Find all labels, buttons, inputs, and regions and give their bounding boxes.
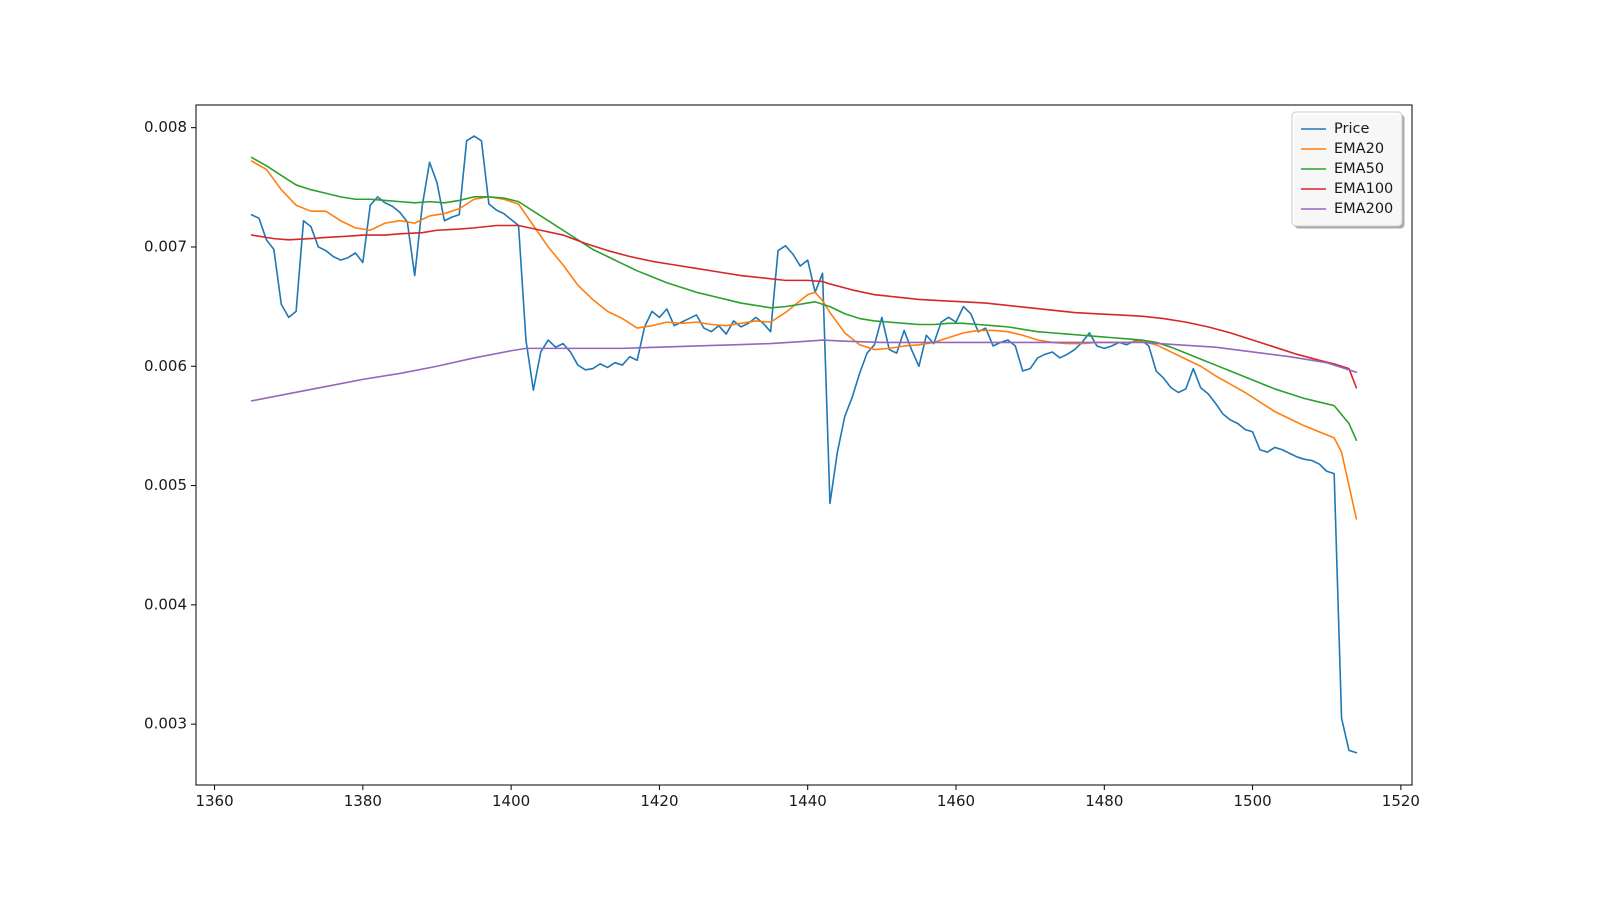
series-lines: [250, 135, 1358, 754]
x-axis-tick-label: 1460: [937, 792, 975, 810]
legend-label: EMA200: [1334, 201, 1393, 217]
series-price-line: [250, 135, 1358, 754]
y-axis: 0.003 0.004 0.005 0.006 0.007 0.008: [144, 118, 196, 733]
legend-item: EMA100: [1301, 181, 1393, 197]
series-ema200-line: [250, 339, 1358, 402]
legend-item: EMA20: [1301, 141, 1384, 157]
x-axis-tick-label: 1380: [344, 792, 382, 810]
x-axis-tick-label: 1360: [195, 792, 233, 810]
legend-label: EMA100: [1334, 181, 1393, 197]
y-axis-tick-label: 0.007: [144, 237, 187, 255]
legend-label: EMA20: [1334, 141, 1384, 157]
x-axis-tick-label: 1480: [1085, 792, 1123, 810]
y-axis-tick-label: 0.005: [144, 476, 187, 494]
legend-label: Price: [1334, 121, 1369, 137]
legend-item: EMA200: [1301, 201, 1393, 217]
y-axis-tick-label: 0.004: [144, 595, 187, 613]
legend-frame: [1291, 111, 1403, 227]
legend-item: Price: [1301, 121, 1369, 137]
y-axis-tick-label: 0.008: [144, 118, 187, 136]
y-axis-tick-label: 0.003: [144, 715, 187, 733]
x-axis-tick-label: 1500: [1233, 792, 1271, 810]
legend: Price EMA20 EMA50 EMA100 EMA200: [1291, 111, 1405, 229]
x-axis-tick-label: 1440: [789, 792, 827, 810]
legend-label: EMA50: [1334, 161, 1384, 177]
legend-item: EMA50: [1301, 161, 1384, 177]
y-axis-tick-label: 0.006: [144, 357, 187, 375]
axes-spines: [195, 104, 1413, 786]
series-ema100-line: [250, 224, 1358, 389]
series-ema50-line: [250, 156, 1358, 442]
x-axis: 1360 1380 1400 1420 1440 1460 1480 1500 1520: [195, 785, 1420, 810]
series-ema20-line: [250, 160, 1358, 520]
x-axis-tick-label: 1520: [1382, 792, 1420, 810]
x-axis-tick-label: 1420: [640, 792, 678, 810]
x-axis-tick-label: 1400: [492, 792, 530, 810]
